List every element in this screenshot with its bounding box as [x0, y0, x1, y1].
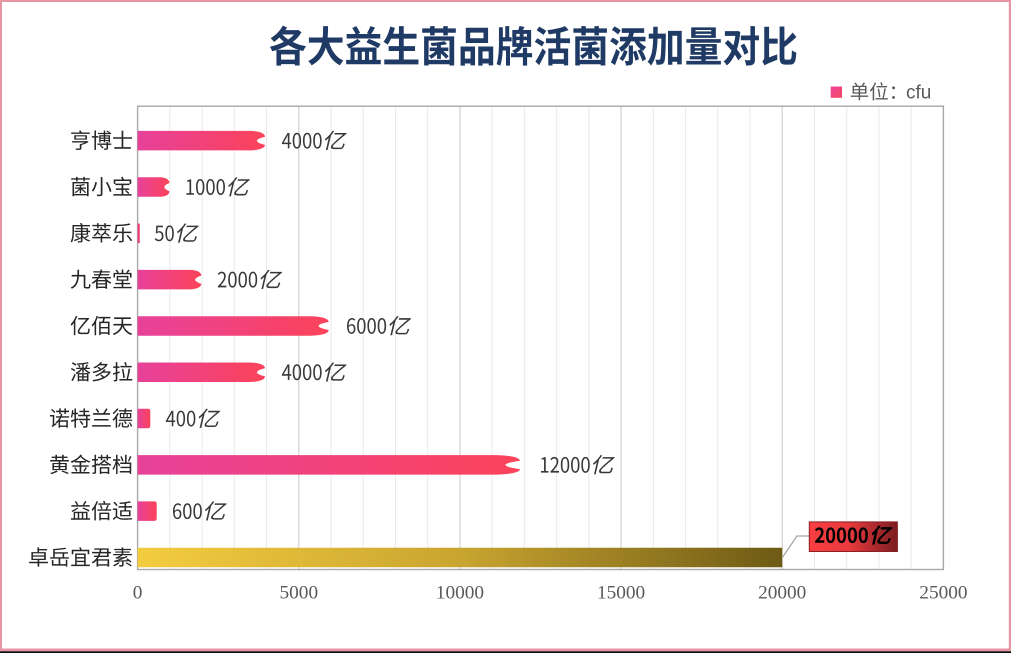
- svg-text:0: 0: [133, 583, 143, 604]
- svg-text:20000: 20000: [758, 583, 806, 604]
- svg-text:10000: 10000: [436, 583, 484, 604]
- svg-text:25000: 25000: [919, 583, 967, 604]
- svg-text:5000: 5000: [280, 583, 319, 604]
- svg-text:15000: 15000: [597, 583, 645, 604]
- svg-text:cfu: cfu: [906, 83, 931, 104]
